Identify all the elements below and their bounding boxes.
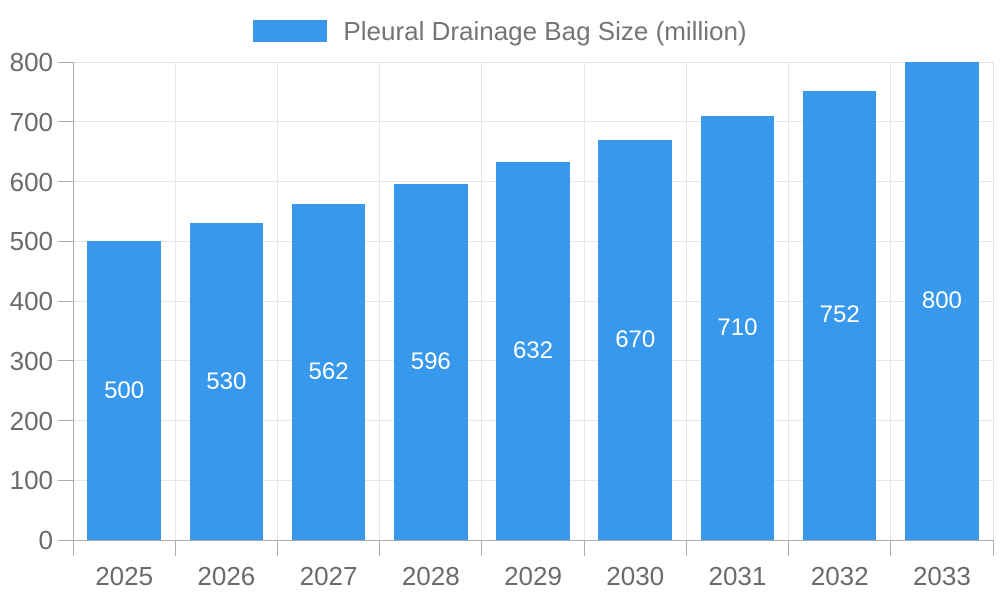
gridline <box>481 62 483 540</box>
bar-value-label: 800 <box>921 287 962 314</box>
bar-2027[interactable]: 562 <box>291 204 366 540</box>
bar-value-label: 530 <box>206 367 247 395</box>
y-axis-tick <box>58 300 73 302</box>
y-axis-line <box>72 62 74 540</box>
y-axis-tick <box>58 360 73 362</box>
x-axis-tick <box>72 540 74 556</box>
bar-2032[interactable]: 752 <box>802 90 877 540</box>
y-axis-tick <box>58 420 73 421</box>
bar-value-label: 500 <box>104 376 145 404</box>
gridline <box>583 62 585 540</box>
x-axis-tick-label: 2027 <box>299 561 358 591</box>
y-axis-tick <box>58 121 73 123</box>
legend-swatch-icon <box>253 20 328 42</box>
y-axis-tick <box>58 479 73 481</box>
gridline <box>788 62 790 540</box>
bar-2025[interactable]: 500 <box>87 241 161 540</box>
bar-value-label: 710 <box>717 313 758 341</box>
gridline <box>174 62 176 540</box>
y-axis-tick-label: 300 <box>9 345 53 376</box>
gridline <box>890 62 892 540</box>
x-axis-tick <box>788 540 790 556</box>
gridline <box>992 62 994 540</box>
x-axis-tick <box>890 540 892 556</box>
gridline <box>73 61 993 63</box>
x-axis-tick <box>992 540 994 556</box>
y-axis-tick-label: 600 <box>9 166 53 197</box>
y-axis-tick <box>58 181 73 182</box>
x-axis-tick <box>481 540 483 556</box>
bar-value-label: 752 <box>819 301 860 329</box>
y-axis-tick <box>58 240 73 242</box>
bar-2029[interactable]: 632 <box>496 162 570 540</box>
y-axis-tick-label: 700 <box>9 106 53 137</box>
bar-value-label: 670 <box>615 325 656 353</box>
legend[interactable]: Pleural Drainage Bag Size (million) <box>0 18 1000 44</box>
x-axis-tick-label: 2025 <box>95 561 154 591</box>
x-axis-tick <box>379 540 381 556</box>
bar-2028[interactable]: 596 <box>393 183 468 540</box>
y-axis-tick-label: 800 <box>9 47 53 77</box>
x-axis-tick <box>685 540 687 556</box>
bar-2033[interactable]: 800 <box>905 62 979 540</box>
x-axis-line <box>73 539 993 541</box>
bar-2026[interactable]: 530 <box>189 223 264 540</box>
gridline <box>73 121 993 123</box>
gridline <box>685 62 687 540</box>
y-axis-tick-label: 0 <box>38 525 53 555</box>
x-axis-tick <box>276 540 278 556</box>
x-axis-tick-label: 2030 <box>606 561 665 591</box>
y-axis-tick-label: 100 <box>9 465 53 496</box>
x-axis-tick-label: 2031 <box>708 561 767 591</box>
x-axis-tick-label: 2026 <box>197 561 256 591</box>
y-axis-tick-label: 400 <box>9 286 53 316</box>
bar-value-label: 562 <box>308 358 349 386</box>
x-axis-tick-label: 2028 <box>401 561 460 591</box>
gridline <box>379 62 381 540</box>
x-axis-tick-label: 2032 <box>810 561 869 591</box>
bar-value-label: 632 <box>512 337 553 365</box>
bar-value-label: 596 <box>410 347 451 375</box>
x-axis-tick <box>174 540 176 556</box>
y-axis-tick-label: 200 <box>9 405 53 436</box>
bar-2030[interactable]: 670 <box>598 139 673 540</box>
bar-2031[interactable]: 710 <box>700 115 775 540</box>
legend-label: Pleural Drainage Bag Size (million) <box>343 16 747 46</box>
y-axis-tick-label: 500 <box>9 226 53 257</box>
gridline <box>276 62 278 540</box>
x-axis-tick-label: 2029 <box>504 561 562 591</box>
x-axis-tick-label: 2033 <box>912 561 971 591</box>
y-axis-tick <box>58 61 73 63</box>
y-axis-tick <box>58 539 73 541</box>
x-axis-tick <box>583 540 585 556</box>
